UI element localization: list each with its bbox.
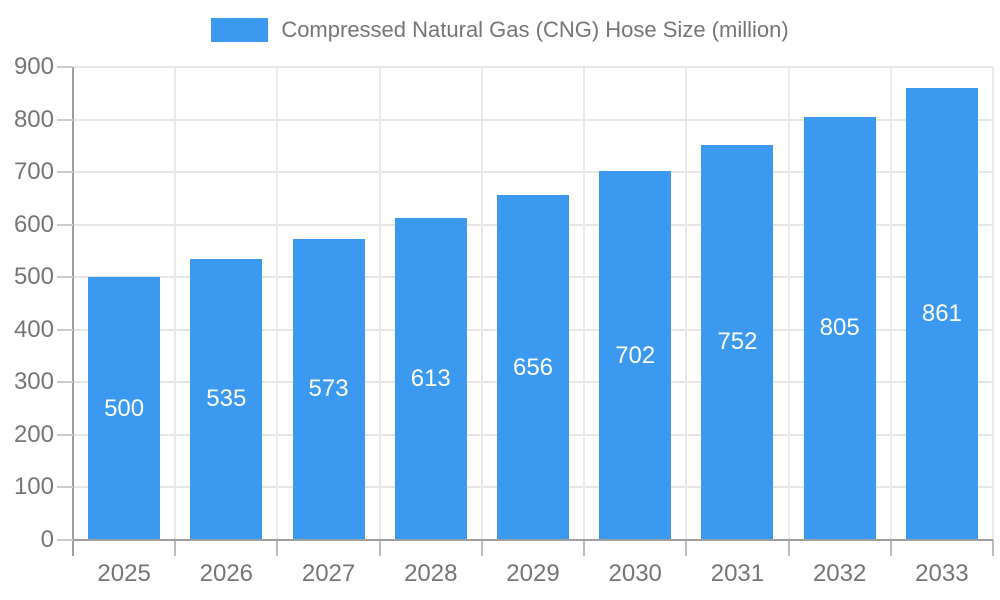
x-axis-line: [73, 539, 993, 541]
gridline-v-2: [276, 67, 279, 540]
x-axis-label-2029: 2029: [506, 560, 560, 587]
legend: Compressed Natural Gas (CNG) Hose Size (…: [0, 17, 1000, 43]
bar-value-label-2027: 573: [308, 375, 349, 403]
bar-value-label-2028: 613: [410, 364, 451, 392]
gridline-v-6: [685, 67, 688, 540]
x-tick-6: [685, 540, 688, 556]
bar-value-label-2029: 656: [512, 353, 554, 381]
y-tick-600: [57, 223, 73, 226]
x-tick-8: [889, 540, 892, 556]
x-axis-label-2026: 2026: [199, 560, 254, 587]
bar-2026[interactable]: 535: [190, 258, 263, 540]
x-tick-7: [787, 540, 790, 556]
bar-value-label-2025: 500: [104, 394, 145, 422]
x-axis-label-2027: 2027: [301, 560, 356, 587]
x-tick-5: [583, 540, 586, 556]
bar-value-label-2032: 805: [819, 314, 860, 342]
bar-value-label-2031: 752: [717, 328, 758, 356]
y-axis-label-700: 700: [13, 158, 54, 186]
bar-2032[interactable]: 805: [803, 116, 876, 540]
legend-swatch[interactable]: [211, 18, 269, 42]
gridline-v-3: [378, 67, 381, 540]
y-tick-700: [57, 171, 73, 174]
gridline-v-9: [992, 67, 994, 540]
gridline-h-900: [73, 66, 993, 68]
gridline-v-1: [174, 67, 177, 540]
bar-value-label-2033: 861: [921, 299, 962, 327]
y-axis-label-900: 900: [13, 53, 54, 80]
y-axis-label-0: 0: [40, 526, 54, 553]
y-axis-label-400: 400: [13, 315, 54, 343]
bar-2031[interactable]: 752: [701, 144, 774, 540]
x-tick-1: [174, 540, 177, 556]
y-axis-label-600: 600: [13, 210, 54, 238]
gridline-v-4: [480, 67, 483, 540]
bar-2030[interactable]: 702: [599, 171, 672, 540]
gridline-v-7: [787, 67, 790, 540]
y-tick-100: [57, 486, 73, 489]
bar-2029[interactable]: 656: [497, 195, 569, 540]
x-axis-label-2032: 2032: [812, 560, 867, 587]
bar-value-label-2030: 702: [615, 341, 656, 369]
x-axis-label-2030: 2030: [608, 560, 662, 587]
gridline-h-700: [73, 171, 993, 174]
bar-2027[interactable]: 573: [292, 238, 365, 540]
bar-2033[interactable]: 861: [905, 87, 978, 540]
x-tick-2: [276, 540, 279, 556]
y-tick-400: [57, 328, 73, 331]
x-tick-9: [992, 540, 994, 556]
y-tick-0: [57, 539, 73, 541]
y-tick-500: [57, 276, 73, 279]
y-axis-label-500: 500: [13, 263, 54, 291]
y-tick-800: [57, 118, 73, 121]
x-axis-label-2033: 2033: [915, 560, 969, 587]
y-axis-label-800: 800: [13, 105, 54, 133]
bar-value-label-2026: 535: [206, 385, 247, 413]
legend-label: Compressed Natural Gas (CNG) Hose Size (…: [281, 17, 789, 42]
x-axis-label-2031: 2031: [710, 560, 765, 587]
gridline-v-5: [583, 67, 586, 540]
x-tick-3: [378, 540, 381, 556]
y-tick-900: [57, 66, 73, 68]
bar-2028[interactable]: 613: [394, 217, 467, 540]
y-axis-label-200: 200: [13, 420, 54, 448]
bar-2025[interactable]: 500: [88, 277, 161, 540]
x-axis-label-2028: 2028: [404, 560, 458, 587]
gridline-h-800: [73, 118, 993, 121]
plot-area: 500 535 573 613 656 702 752 805 861: [72, 66, 994, 556]
x-tick-4: [480, 540, 483, 556]
y-tick-300: [57, 381, 73, 384]
y-axis-label-300: 300: [13, 368, 54, 396]
gridline-v-8: [889, 67, 892, 540]
x-axis-label-2025: 2025: [97, 560, 151, 587]
y-axis-line: [72, 67, 74, 556]
y-tick-200: [57, 433, 73, 436]
y-axis-label-100: 100: [13, 473, 54, 501]
